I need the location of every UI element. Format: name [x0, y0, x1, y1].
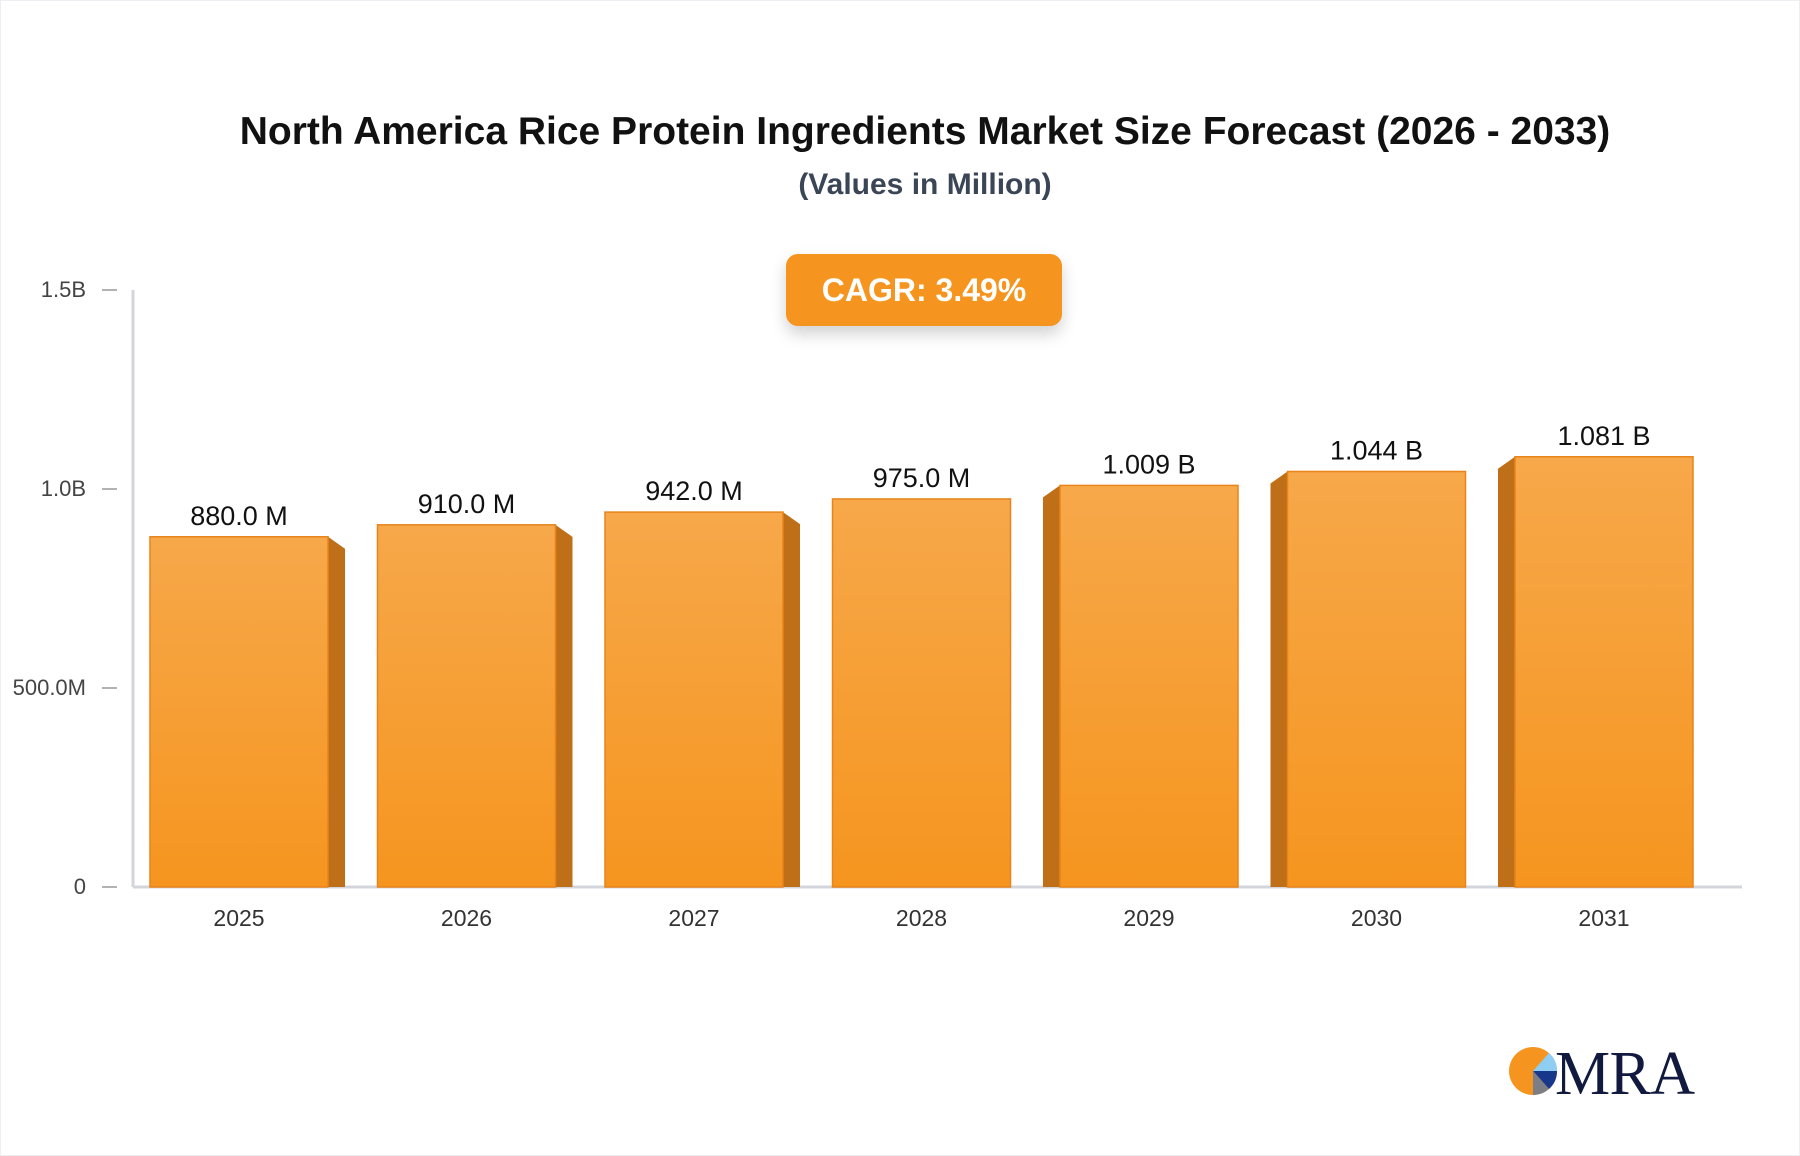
mra-logo: MRA	[1505, 1040, 1705, 1110]
svg-text:MRA: MRA	[1555, 1040, 1695, 1108]
data-label: 1.009 B	[1102, 449, 1195, 479]
data-label: 1.081 B	[1557, 421, 1650, 451]
x-tick-label: 2026	[441, 905, 492, 931]
bar-2025	[149, 536, 329, 888]
x-tick-label: 2030	[1351, 905, 1402, 931]
bar-side	[1043, 485, 1060, 887]
chart-title: North America Rice Protein Ingredients M…	[239, 110, 1611, 153]
data-label: 975.0 M	[873, 463, 971, 493]
bar-2031	[1514, 456, 1694, 888]
bar-side	[328, 536, 345, 887]
bar-2028	[831, 498, 1012, 888]
x-tick-label: 2029	[1123, 905, 1174, 931]
bar-side	[555, 524, 573, 887]
data-label: 942.0 M	[645, 476, 743, 506]
bar-side	[1498, 456, 1515, 887]
bar-side	[783, 512, 800, 887]
bar-2026	[376, 524, 557, 888]
bar-side	[1270, 471, 1288, 887]
chart-subtitle: (Values in Million)	[798, 168, 1052, 201]
x-tick-label: 2028	[896, 905, 947, 931]
y-tick-label: 1.5B	[41, 277, 86, 302]
cagr-badge: CAGR: 3.49%	[786, 254, 1062, 326]
x-tick-label: 2031	[1578, 905, 1629, 931]
x-tick-label: 2027	[668, 905, 719, 931]
bar-2029	[1059, 484, 1239, 888]
bar-2030	[1286, 470, 1467, 888]
y-tick-label: 500.0M	[13, 675, 86, 700]
data-label: 880.0 M	[190, 501, 288, 531]
data-label: 910.0 M	[418, 489, 516, 519]
y-tick-label: 1.0B	[41, 476, 86, 501]
y-tick-label: 0	[74, 874, 86, 899]
data-label: 1.044 B	[1330, 435, 1423, 465]
x-tick-label: 2025	[213, 905, 264, 931]
bar-2027	[604, 511, 784, 888]
